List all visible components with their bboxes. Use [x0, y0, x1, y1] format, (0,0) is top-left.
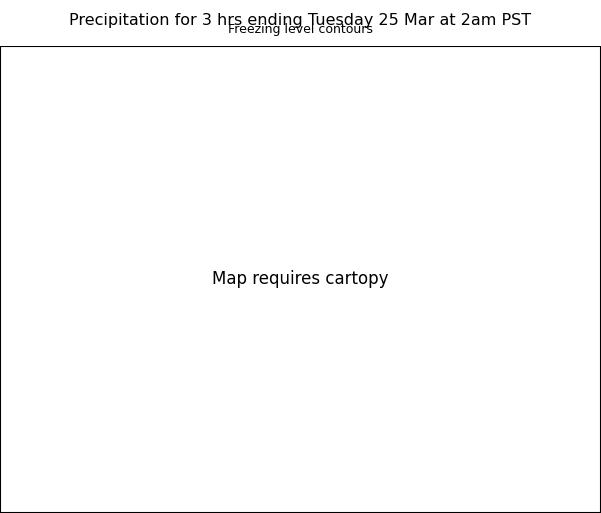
Text: Precipitation for 3 hrs ending Tuesday 25 Mar at 2am PST: Precipitation for 3 hrs ending Tuesday 2…: [70, 13, 531, 28]
Text: Map requires cartopy: Map requires cartopy: [212, 270, 389, 288]
Text: Freezing level contours: Freezing level contours: [228, 23, 373, 36]
